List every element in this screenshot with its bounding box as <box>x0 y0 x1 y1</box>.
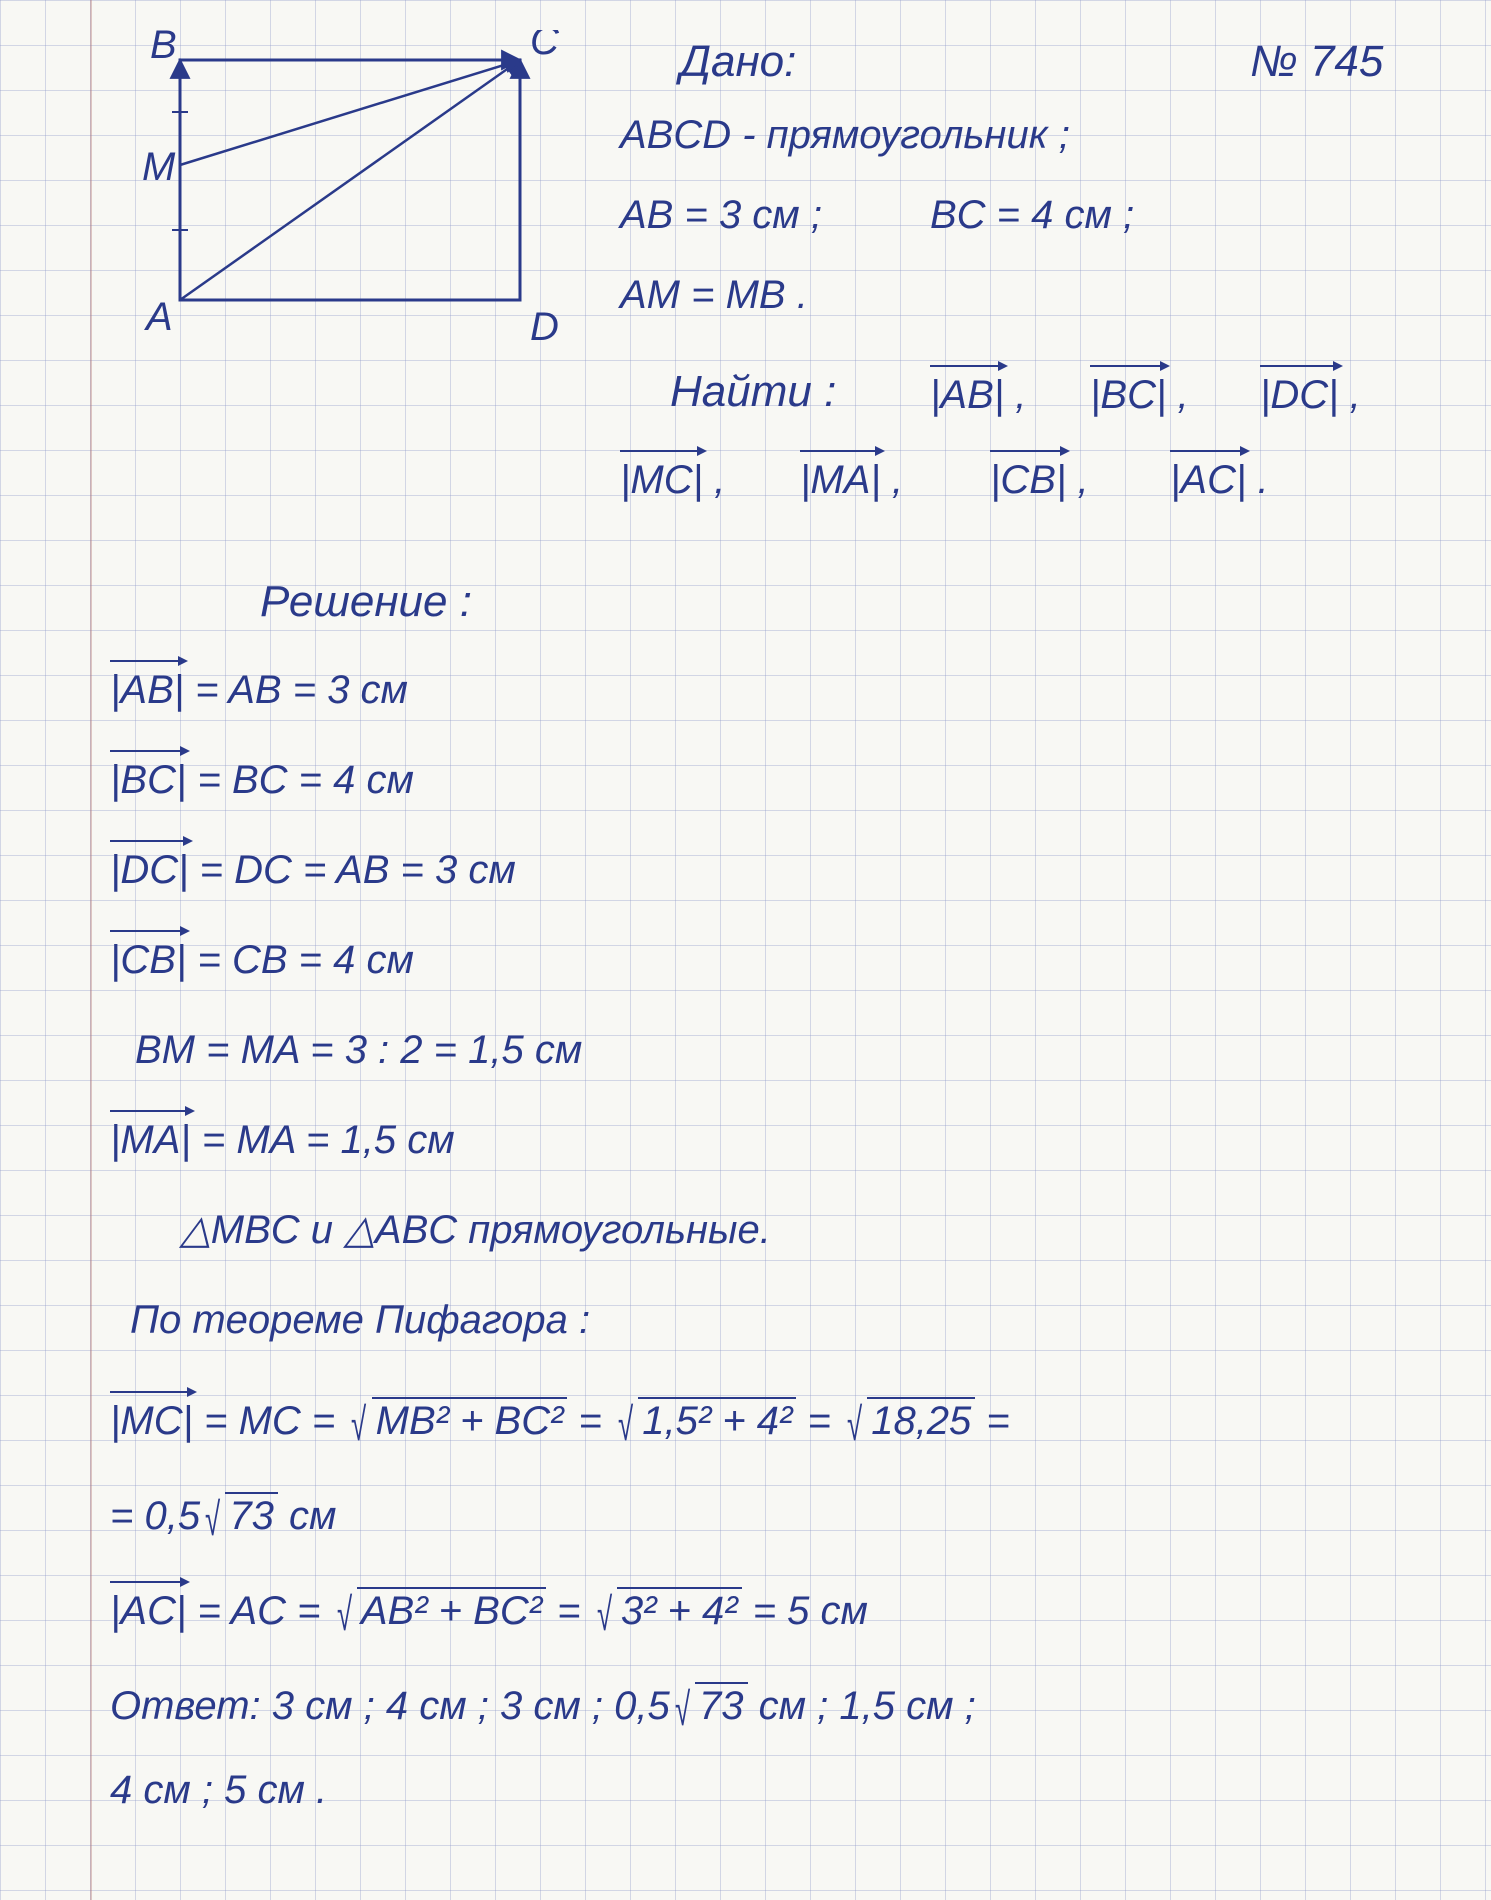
sol-l11: |AC| = AC = √AB² + BC² = √3² + 4² = 5 см <box>110 1585 868 1631</box>
notebook-page: B C M A D Дано: № 745 ABCD - прямоугольн… <box>0 0 1491 1900</box>
find-v4: |MC| , <box>620 460 725 500</box>
label-C: C <box>530 30 560 63</box>
sol-l6: |MA| = MA = 1,5 см <box>110 1120 455 1160</box>
find-title: Найти : <box>670 370 836 414</box>
answer-line2: 4 см ; 5 см . <box>110 1770 327 1810</box>
sol-l8: По теореме Пифагора : <box>130 1300 590 1340</box>
problem-number: № 745 <box>1250 40 1383 84</box>
answer-line1: Ответ: 3 см ; 4 см ; 3 см ; 0,5√73 см ; … <box>110 1680 976 1726</box>
rectangle-diagram: B C M A D <box>140 30 580 350</box>
sol-l10: = 0,5√73 см <box>110 1490 336 1536</box>
sol-l9: |MC| = MC = √MB² + BC² = √1,5² + 4² = √1… <box>110 1395 1010 1441</box>
sol-l1: |AB| = AB = 3 см <box>110 670 408 710</box>
label-B: B <box>150 30 177 67</box>
given-line1: ABCD - прямоугольник ; <box>620 115 1070 155</box>
sol-l4: |CB| = CB = 4 см <box>110 940 414 980</box>
sol-l5: BM = MA = 3 : 2 = 1,5 см <box>135 1030 582 1070</box>
given-line2b: BC = 4 см ; <box>930 195 1134 235</box>
label-M: M <box>142 145 176 189</box>
find-v2: |BC| , <box>1090 375 1189 415</box>
given-line3: AM = MB . <box>620 275 808 315</box>
label-A: A <box>144 295 173 339</box>
given-line2a: AB = 3 см ; <box>620 195 822 235</box>
find-v3: |DC| , <box>1260 375 1361 415</box>
find-v7: |AC| . <box>1170 460 1269 500</box>
sol-l2: |BC| = BC = 4 см <box>110 760 414 800</box>
find-v1: |AB| , <box>930 375 1026 415</box>
solution-title: Решение : <box>260 580 472 624</box>
find-v5: |MA| , <box>800 460 903 500</box>
margin-line <box>90 0 92 1900</box>
given-title: Дано: <box>680 40 796 84</box>
sol-l3: |DC| = DC = AB = 3 см <box>110 850 516 890</box>
sol-l7: △MBC и △ABC прямоугольные. <box>180 1210 771 1250</box>
find-v6: |CB| , <box>990 460 1089 500</box>
label-D: D <box>530 305 559 349</box>
